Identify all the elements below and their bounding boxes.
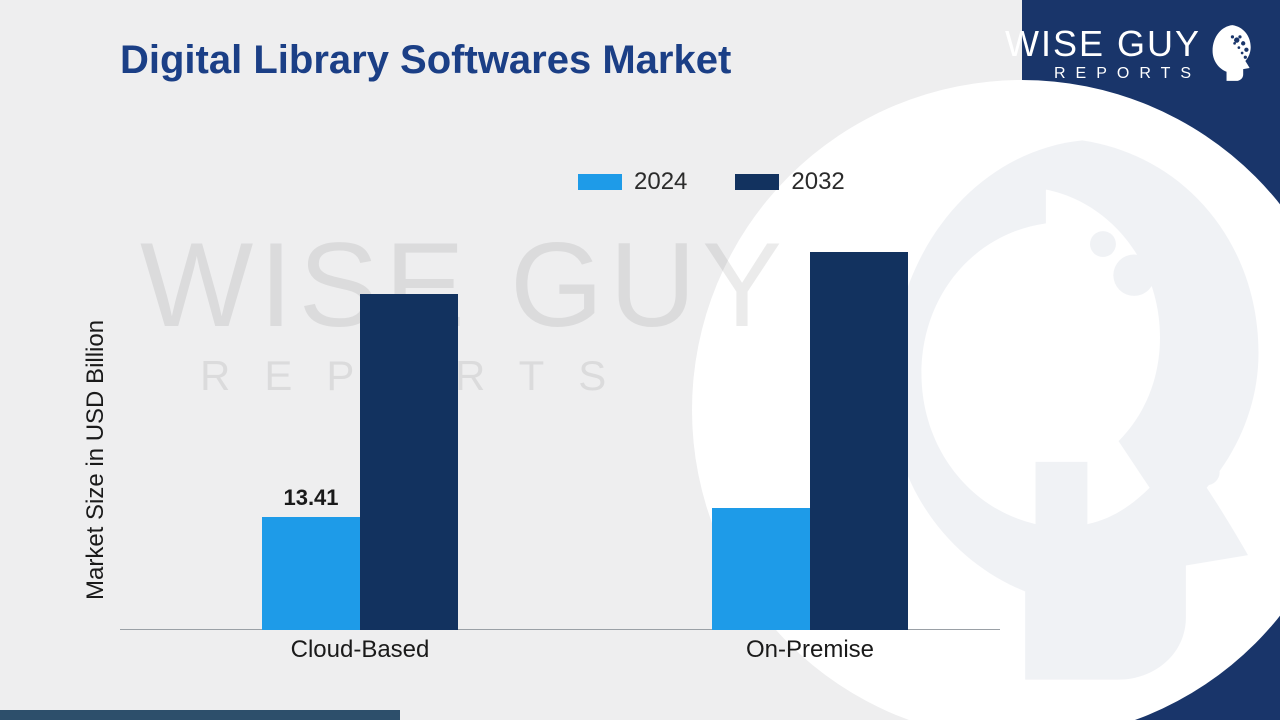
legend-item: 2024 xyxy=(578,168,687,196)
brand-logo: WISE GUY REPORTS xyxy=(1005,26,1201,82)
legend-label: 2032 xyxy=(791,168,844,196)
bar xyxy=(262,517,360,630)
category-label: Cloud-Based xyxy=(291,636,430,664)
legend-item: 2032 xyxy=(735,168,844,196)
legend-label: 2024 xyxy=(634,168,687,196)
legend-swatch xyxy=(578,174,622,190)
bar xyxy=(810,252,908,630)
bottom-accent-bar xyxy=(0,710,400,720)
brand-main: WISE GUY xyxy=(1005,26,1201,62)
chart-title: Digital Library Softwares Market xyxy=(120,38,731,83)
bar-value-label: 13.41 xyxy=(283,485,338,511)
category-label: On-Premise xyxy=(746,636,874,664)
brand-head-icon xyxy=(1199,24,1253,82)
bar xyxy=(712,508,810,630)
bar xyxy=(360,294,458,630)
legend: 2024 2032 xyxy=(578,168,845,196)
plot-area: Cloud-BasedOn-Premise13.41 xyxy=(120,210,1000,630)
brand-sub: REPORTS xyxy=(1005,66,1201,82)
y-axis-label: Market Size in USD Billion xyxy=(82,320,110,600)
chart-canvas: WISE GUY REPORTS Digital Library Softwar… xyxy=(0,0,1280,720)
legend-swatch xyxy=(735,174,779,190)
